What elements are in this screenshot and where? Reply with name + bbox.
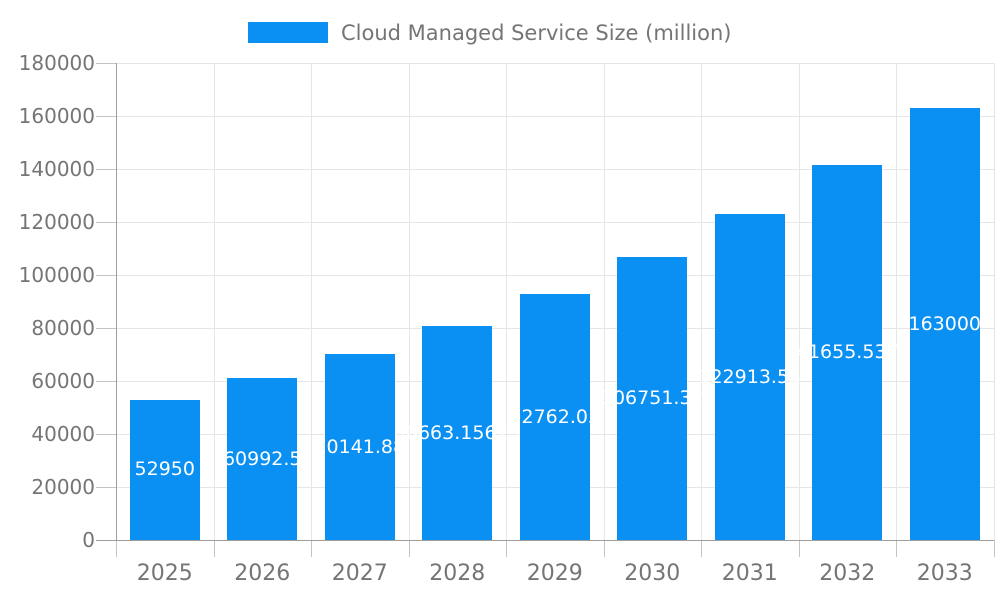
x-axis-tick-label: 2031	[721, 561, 778, 586]
x-tick-mark	[603, 540, 605, 557]
y-axis-tick-label: 60000	[31, 369, 95, 393]
bar-2026[interactable]	[227, 378, 298, 540]
x-axis-tick-label: 2032	[819, 561, 876, 586]
x-axis-tick-label: 2026	[234, 561, 291, 586]
gridline-vertical	[993, 63, 995, 540]
bar-2028[interactable]	[422, 326, 493, 540]
gridline-vertical	[798, 63, 800, 540]
y-axis-tick-label: 20000	[31, 475, 95, 499]
bar-2031[interactable]	[714, 214, 785, 540]
x-tick-mark	[213, 540, 215, 557]
gridline-vertical	[506, 63, 507, 540]
gridline-horizontal	[117, 275, 994, 276]
legend-label[interactable]: Cloud Managed Service Size (million)	[341, 21, 732, 45]
x-axis-tick-label: 2028	[429, 561, 486, 586]
gridline-horizontal	[117, 222, 994, 223]
y-axis-tick-label: 180000	[18, 51, 95, 75]
gridline-vertical	[213, 63, 215, 540]
y-tick-mark	[96, 381, 116, 382]
gridline-horizontal	[117, 169, 994, 170]
y-axis-tick-label: 160000	[18, 104, 95, 128]
x-axis-tick-label: 2027	[331, 561, 388, 586]
y-tick-mark	[96, 63, 116, 64]
x-tick-mark	[311, 540, 312, 557]
y-axis-line	[116, 63, 117, 540]
bar-2032[interactable]	[812, 164, 883, 540]
y-axis-tick-label: 0	[82, 528, 95, 552]
bar-2025[interactable]	[129, 399, 200, 540]
gridline-horizontal	[117, 63, 994, 64]
y-tick-mark	[96, 222, 116, 223]
x-tick-mark	[116, 540, 117, 557]
y-axis-tick-label: 100000	[18, 263, 95, 287]
bar-2030[interactable]	[617, 257, 688, 540]
gridline-vertical	[603, 63, 605, 540]
x-axis-tick-label: 2033	[916, 561, 973, 586]
bar-2033[interactable]	[909, 108, 980, 540]
x-axis-line	[96, 540, 994, 541]
y-tick-mark	[96, 434, 116, 435]
gridline-vertical	[701, 63, 702, 540]
x-tick-mark	[701, 540, 702, 557]
y-tick-mark	[96, 169, 116, 170]
x-tick-mark	[408, 540, 410, 557]
y-axis-tick-label: 140000	[18, 157, 95, 181]
legend-swatch[interactable]	[248, 22, 328, 43]
y-tick-mark	[96, 328, 116, 329]
x-axis-tick-label: 2025	[136, 561, 193, 586]
x-tick-mark	[896, 540, 897, 557]
gridline-horizontal	[117, 116, 994, 117]
y-tick-mark	[96, 487, 116, 488]
y-axis-tick-label: 80000	[31, 316, 95, 340]
bar-2027[interactable]	[324, 354, 395, 540]
y-tick-mark	[96, 116, 116, 117]
x-tick-mark	[798, 540, 800, 557]
gridline-vertical	[311, 63, 312, 540]
x-axis-tick-label: 2030	[624, 561, 681, 586]
x-tick-mark	[993, 540, 995, 557]
y-tick-mark	[96, 275, 116, 276]
y-axis-tick-label: 120000	[18, 210, 95, 234]
bar-2029[interactable]	[519, 294, 590, 540]
y-axis-tick-label: 40000	[31, 422, 95, 446]
gridline-vertical	[896, 63, 897, 540]
x-axis-tick-label: 2029	[526, 561, 583, 586]
gridline-vertical	[408, 63, 410, 540]
x-tick-mark	[506, 540, 507, 557]
